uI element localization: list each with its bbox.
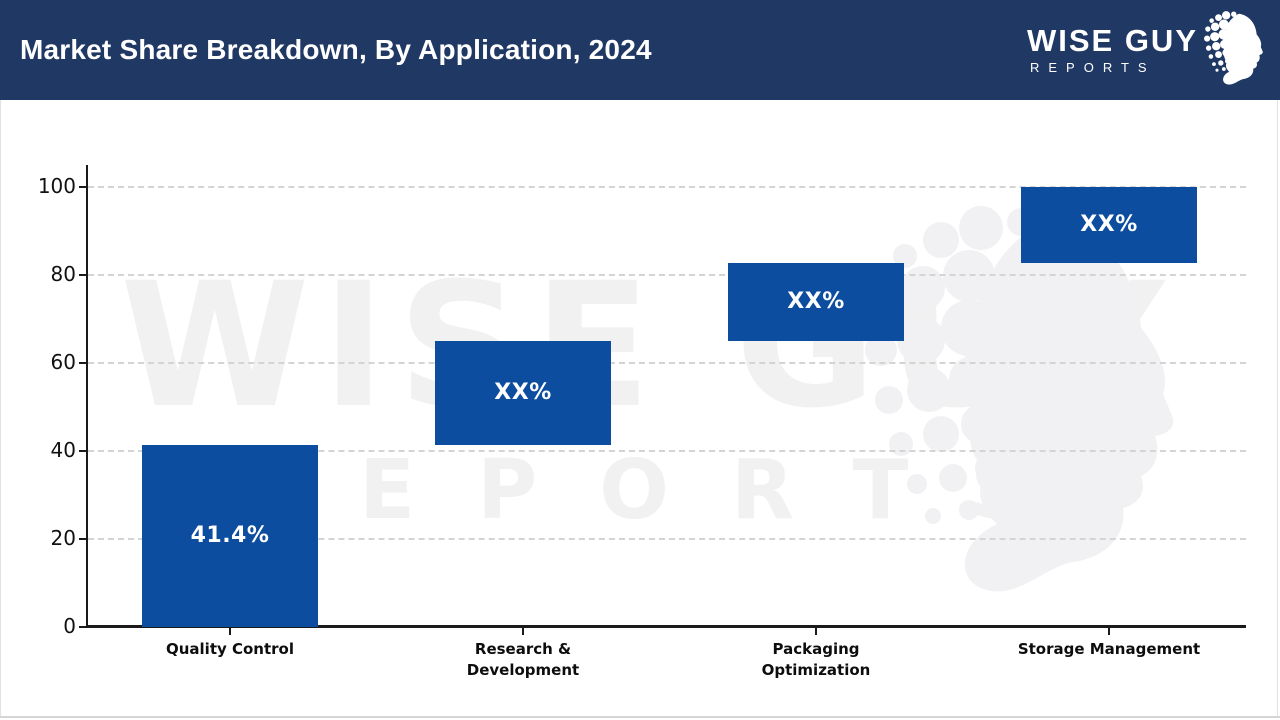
y-tick-label-40: 40 <box>50 437 76 462</box>
y-tick-label-80: 80 <box>50 261 76 286</box>
logo-wordmark: WISE GUY <box>1026 23 1198 58</box>
category-label-research-development: Research & Development <box>466 640 580 679</box>
bar-quality-control: 41.4% <box>142 444 318 627</box>
bar-value-label-quality-control: 41.4% <box>190 523 270 549</box>
y-tick-0 <box>79 626 87 628</box>
x-tick-packaging-optimization <box>815 628 817 635</box>
y-tick-label-20: 20 <box>50 525 76 550</box>
gridline-60 <box>88 361 1246 364</box>
y-tick-60 <box>79 361 87 364</box>
logo-subtext: REPORTS <box>1029 60 1156 75</box>
x-tick-storage-management <box>1108 628 1110 635</box>
bar-value-label-research-development: XX% <box>494 380 552 406</box>
x-axis-line <box>86 625 1246 628</box>
bar-storage-management: XX% <box>1021 186 1197 264</box>
y-tick-label-100: 100 <box>37 173 76 198</box>
category-label-packaging-optimization: Packaging Optimization <box>761 640 871 679</box>
header-bar: Market Share Breakdown, By Application, … <box>0 0 1280 100</box>
y-tick-20 <box>79 537 87 540</box>
category-label-storage-management: Storage Management <box>1017 640 1201 658</box>
gridline-80 <box>88 273 1246 276</box>
y-tick-label-0: 0 <box>63 614 76 638</box>
gridline-100 <box>88 185 1246 188</box>
page-title: Market Share Breakdown, By Application, … <box>20 34 652 65</box>
bar-research-development: XX% <box>435 340 611 445</box>
gridline-20 <box>88 537 1246 540</box>
x-tick-quality-control <box>229 628 231 635</box>
watermark-text-line2: REPORTS <box>234 443 1092 538</box>
y-tick-80 <box>79 273 87 276</box>
bar-value-label-storage-management: XX% <box>1080 212 1138 238</box>
logo-text: WISE GUY REPORTS <box>1027 25 1198 75</box>
y-tick-label-60: 60 <box>50 349 76 374</box>
gridline-40 <box>88 449 1246 452</box>
y-tick-100 <box>79 185 87 188</box>
x-tick-research-development <box>522 628 524 635</box>
y-axis-line <box>86 165 88 627</box>
page-border-right <box>1277 100 1278 716</box>
bar-packaging-optimization: XX% <box>728 263 904 341</box>
wise-guy-reports-logo: WISE GUY REPORTS <box>1027 10 1266 90</box>
y-tick-40 <box>79 449 87 452</box>
bar-value-label-packaging-optimization: XX% <box>787 289 845 315</box>
category-label-quality-control: Quality Control <box>165 640 294 658</box>
page-border-bottom <box>0 716 1280 718</box>
page-border-left <box>0 100 1 716</box>
